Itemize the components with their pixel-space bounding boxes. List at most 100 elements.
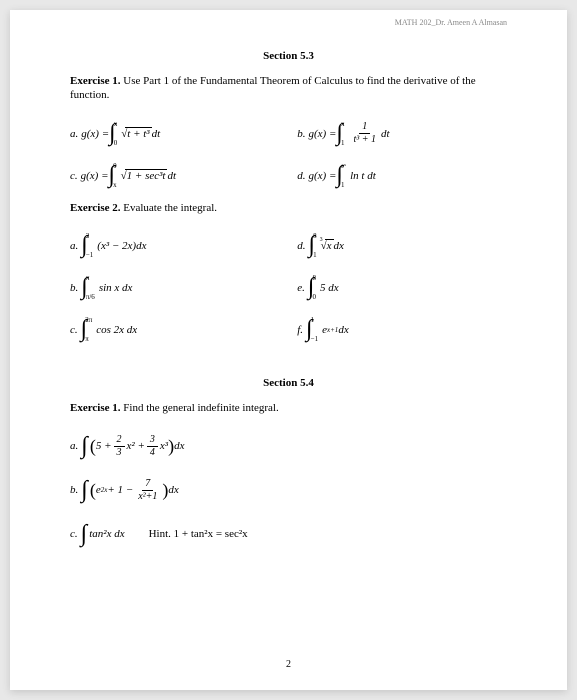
s54a-f2num: 3: [147, 435, 158, 447]
page-number: 2: [286, 659, 291, 670]
integral-icon: ∫ π π/6: [81, 275, 99, 301]
ex1b-dt: dt: [381, 128, 390, 140]
s54-ex1-intro: Exercise 1. Find the general indefinite …: [70, 401, 507, 415]
label-e: e.: [297, 282, 305, 294]
exercise-2-label: Exercise 2.: [70, 202, 121, 214]
ex2d-idx: 3: [320, 237, 323, 243]
integral-icon: ∫ 2π π: [81, 317, 97, 343]
ex1-item-a: a. g(x) = ∫ x 0 √t + t³ dt: [70, 117, 297, 151]
label-a: a.: [70, 128, 78, 140]
integral-icon: ∫ 2 −1: [81, 233, 97, 259]
s54-ex1-text: Find the general indefinite integral.: [121, 402, 279, 414]
ex1-item-c: c. g(x) = ∫ 0 x √1 + sec³t dt: [70, 159, 297, 193]
ex1d-body: ln t dt: [350, 170, 376, 182]
exercise-1-text: Use Part 1 of the Fundamental Theorem of…: [70, 75, 476, 101]
s54a-first: 5 +: [96, 440, 112, 452]
fraction: 3 4: [147, 435, 158, 458]
label-c: c.: [70, 170, 78, 182]
ex2b-body: sin x dx: [99, 282, 133, 294]
label-f: f.: [297, 324, 303, 336]
ex1-row-2: c. g(x) = ∫ 0 x √1 + sec³t dt d. g(x) =: [70, 159, 507, 193]
s54-item-b: b. ∫ ( e2x + 1 − 7 x²+1 ) dx: [70, 473, 507, 507]
integral-icon: ∫: [81, 438, 90, 455]
s54a-f1num: 2: [114, 435, 125, 447]
integral-icon: ∫ 8 0: [308, 275, 320, 301]
exercise-2-intro: Exercise 2. Evaluate the integral.: [70, 201, 507, 215]
ex2d-dx: dx: [334, 240, 344, 252]
ex2-item-e: e. ∫ 8 0 5 dx: [297, 271, 507, 305]
ex2-item-d: d. ∫ 8 1 3 √x dx: [297, 229, 507, 263]
integral-icon: ∫: [81, 526, 90, 543]
ex2-item-a: a. ∫ 2 −1 (x³ − 2x)dx: [70, 229, 297, 263]
s54b-fden: x²+1: [135, 491, 160, 502]
s54c-hint: Hint. 1 + tan²x = sec²x: [149, 528, 248, 540]
label-a: a.: [70, 440, 78, 452]
s54a-f2den: 4: [147, 447, 158, 458]
section-5-3-title: Section 5.3: [70, 50, 507, 62]
label-c: c.: [70, 528, 78, 540]
fraction: 1 t³ + 1: [350, 122, 379, 145]
section-5-4-title: Section 5.4: [70, 377, 507, 389]
ex2f-dx: dx: [338, 324, 348, 336]
fraction: 2 3: [114, 435, 125, 458]
ex2-row-2: b. ∫ π π/6 sin x dx e. ∫ 8 0: [70, 271, 507, 305]
ex2f-exp: x+1: [327, 326, 338, 334]
cube-root-icon: 3 √x: [321, 239, 334, 252]
s54a-mid: x² +: [127, 440, 145, 452]
s54-item-a: a. ∫ ( 5 + 2 3 x² + 3 4 x³ ) dx: [70, 429, 507, 463]
ex2c-body: cos 2x dx: [96, 324, 137, 336]
s54a-f1den: 3: [114, 447, 125, 458]
label-d: d.: [297, 240, 305, 252]
document-page: MATH 202_Dr. Ameen A Almasan Section 5.3…: [10, 10, 567, 690]
integral-icon: ∫ 0 x: [109, 163, 121, 189]
ex1a-fn: g(x) =: [81, 128, 109, 140]
ex1-item-b: b. g(x) = ∫ x 1 1 t³ + 1 dt: [297, 117, 507, 151]
label-b: b.: [70, 484, 78, 496]
sqrt-icon: √t + t³: [121, 127, 151, 140]
ex1b-fn: g(x) =: [308, 128, 336, 140]
label-c: c.: [70, 324, 78, 336]
ex1-row-1: a. g(x) = ∫ x 0 √t + t³ dt b. g(x) =: [70, 117, 507, 151]
header-course-ref: MATH 202_Dr. Ameen A Almasan: [395, 18, 507, 27]
integral-icon: ∫ eˣ 1: [336, 163, 350, 189]
ex1d-fn: g(x) =: [308, 170, 336, 182]
ex2-item-b: b. ∫ π π/6 sin x dx: [70, 271, 297, 305]
s54b-fnum: 7: [142, 479, 153, 491]
label-b: b.: [297, 128, 305, 140]
ex1c-dt: dt: [167, 170, 176, 182]
integral-icon: ∫ 1 −1: [306, 317, 322, 343]
s54-ex1-label: Exercise 1.: [70, 402, 121, 414]
integral-icon: ∫ x 1: [336, 121, 348, 147]
ex1-item-d: d. g(x) = ∫ eˣ 1 ln t dt: [297, 159, 507, 193]
ex1a-radicand: t + t³: [125, 127, 151, 140]
ex2a-body: (x³ − 2x)dx: [97, 240, 146, 252]
s54a-last: x³: [160, 440, 168, 452]
s54-item-c: c. ∫ tan²x dx Hint. 1 + tan²x = sec²x: [70, 517, 507, 551]
s54c-body: tan²x dx: [89, 528, 124, 540]
s54b-exp: 2x: [101, 486, 108, 494]
sqrt-icon: √1 + sec³t: [121, 169, 168, 182]
s54b-dx: dx: [168, 484, 178, 496]
ex2-item-c: c. ∫ 2π π cos 2x dx: [70, 313, 297, 347]
ex2-item-f: f. ∫ 1 −1 ex+1 dx: [297, 313, 507, 347]
label-b: b.: [70, 282, 78, 294]
s54-list: a. ∫ ( 5 + 2 3 x² + 3 4 x³ ) dx b. ∫ ( e…: [70, 429, 507, 551]
ex1a-dt: dt: [152, 128, 161, 140]
s54b-mid: + 1 −: [107, 484, 133, 496]
ex1c-radicand: 1 + sec³t: [125, 169, 168, 182]
s54a-dx: dx: [174, 440, 184, 452]
label-d: d.: [297, 170, 305, 182]
label-a: a.: [70, 240, 78, 252]
ex2-row-1: a. ∫ 2 −1 (x³ − 2x)dx d. ∫ 8 1: [70, 229, 507, 263]
ex1b-num: 1: [359, 122, 370, 134]
exercise-2-text: Evaluate the integral.: [121, 202, 218, 214]
ex2-row-3: c. ∫ 2π π cos 2x dx f. ∫ 1 −1: [70, 313, 507, 347]
exercise-1-label: Exercise 1.: [70, 75, 121, 87]
ex2d-radicand: x: [325, 239, 334, 252]
ex1c-fn: g(x) =: [81, 170, 109, 182]
integral-icon: ∫ x 0: [109, 121, 121, 147]
integral-icon: ∫: [81, 482, 90, 499]
ex1b-den: t³ + 1: [350, 134, 379, 145]
exercise-1-intro: Exercise 1. Use Part 1 of the Fundamenta…: [70, 74, 507, 103]
fraction: 7 x²+1: [135, 479, 160, 502]
